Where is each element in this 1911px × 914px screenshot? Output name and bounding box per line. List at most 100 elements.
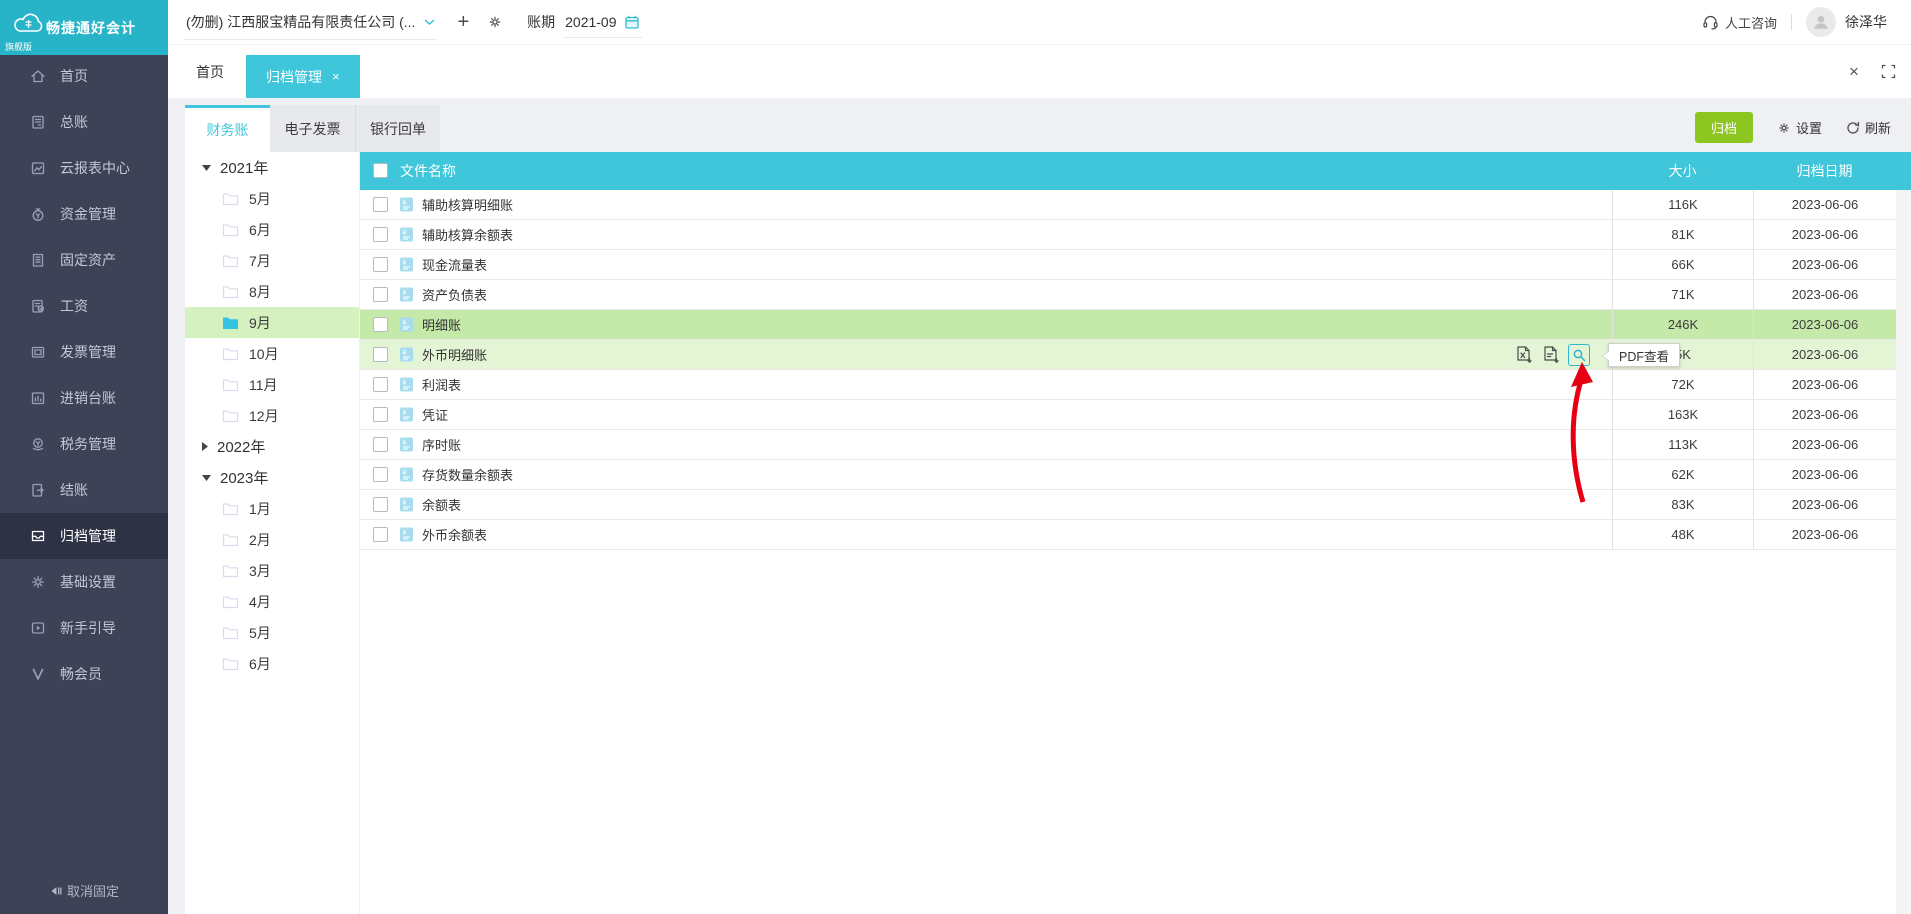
- table-row[interactable]: ¥ 现金流量表 66K 2023-06-06: [360, 250, 1911, 280]
- row-checkbox[interactable]: [373, 377, 388, 392]
- select-all-checkbox[interactable]: [373, 163, 388, 178]
- archive-button[interactable]: 归档: [1694, 112, 1753, 143]
- sidebar-item-invoice[interactable]: 发票管理: [0, 329, 168, 375]
- folder-icon: [222, 378, 239, 391]
- period-picker[interactable]: 2021-09: [563, 14, 642, 38]
- avatar[interactable]: [1806, 7, 1836, 37]
- table-row[interactable]: ¥ 辅助核算余额表 81K 2023-06-06: [360, 220, 1911, 250]
- row-checkbox[interactable]: [373, 317, 388, 332]
- company-selector[interactable]: (勿删) 江西服宝精品有限责任公司 (...: [183, 12, 438, 40]
- account-settings-button[interactable]: [487, 14, 503, 30]
- folder-icon: [222, 409, 239, 422]
- row-checkbox[interactable]: [373, 407, 388, 422]
- tree-year-2023[interactable]: 2023年: [185, 462, 359, 493]
- sidebar-item-general-ledger[interactable]: 总账: [0, 99, 168, 145]
- file-name: 辅助核算余额表: [422, 228, 514, 243]
- archive-date: 2023-06-06: [1753, 520, 1896, 549]
- sidebar-item-cloud-reports[interactable]: 云报表中心: [0, 145, 168, 191]
- sidebar-item-archive[interactable]: 归档管理: [0, 513, 168, 559]
- table-row[interactable]: ¥ 凭证 163K 2023-06-06: [360, 400, 1911, 430]
- folder-icon: [222, 657, 239, 670]
- archive-file-table: 文件名称 大小 归档日期 ¥ 辅助核算明细账 116K 2023-06-06 ¥…: [360, 152, 1911, 914]
- table-row[interactable]: ¥ 存货数量余额表 62K 2023-06-06: [360, 460, 1911, 490]
- pdf-preview-button[interactable]: [1568, 344, 1590, 366]
- support-button[interactable]: 人工咨询: [1702, 13, 1777, 32]
- sidebar-item-guide[interactable]: 新手引导: [0, 605, 168, 651]
- subtab-bank-receipts[interactable]: 银行回单: [355, 105, 440, 152]
- sidebar-item-funds[interactable]: 资金管理: [0, 191, 168, 237]
- tree-month[interactable]: 3月: [185, 555, 359, 586]
- row-checkbox[interactable]: [373, 347, 388, 362]
- archive-management-page: 财务账 电子发票 银行回单 归档 设置 刷新 2021年 5月: [168, 98, 1911, 914]
- file-name: 存货数量余额表: [422, 468, 514, 483]
- close-all-tabs-button[interactable]: ×: [1849, 61, 1859, 81]
- subtab-e-invoices[interactable]: 电子发票: [270, 105, 355, 152]
- period-tree: 2021年 5月 6月 7月 8月 9月: [185, 152, 360, 914]
- tree-month[interactable]: 1月: [185, 493, 359, 524]
- row-checkbox[interactable]: [373, 497, 388, 512]
- file-size: 71K: [1612, 280, 1753, 309]
- table-row[interactable]: ¥ 辅助核算明细账 116K 2023-06-06: [360, 190, 1911, 220]
- file-size: 113K: [1612, 430, 1753, 459]
- tree-month[interactable]: 5月: [185, 183, 359, 214]
- sidebar-item-home[interactable]: 首页: [0, 53, 168, 99]
- tree-month[interactable]: 5月: [185, 617, 359, 648]
- table-row-selected[interactable]: ¥ 明细账 246K 2023-06-06: [360, 310, 1911, 340]
- svg-text:¥: ¥: [403, 470, 407, 477]
- sidebar-item-tax[interactable]: 税务管理: [0, 421, 168, 467]
- tree-year-2021[interactable]: 2021年: [185, 152, 359, 183]
- tree-month[interactable]: 6月: [185, 214, 359, 245]
- export-pdf-button[interactable]: [1541, 345, 1560, 365]
- file-size: 81K: [1612, 220, 1753, 249]
- sidebar-item-settings[interactable]: 基础设置: [0, 559, 168, 605]
- settings-button[interactable]: 设置: [1777, 118, 1822, 137]
- table-row[interactable]: ¥ 利润表 72K 2023-06-06: [360, 370, 1911, 400]
- tree-month[interactable]: 6月: [185, 648, 359, 679]
- file-icon: ¥: [398, 436, 415, 453]
- close-tab-icon[interactable]: ×: [332, 69, 340, 84]
- row-checkbox[interactable]: [373, 437, 388, 452]
- row-checkbox[interactable]: [373, 467, 388, 482]
- sidebar-item-fixed-assets[interactable]: 固定资产: [0, 237, 168, 283]
- row-checkbox[interactable]: [373, 197, 388, 212]
- username[interactable]: 徐泽华: [1845, 14, 1887, 30]
- tree-month[interactable]: 2月: [185, 524, 359, 555]
- row-checkbox[interactable]: [373, 257, 388, 272]
- tab-home[interactable]: 首页: [196, 63, 224, 80]
- tree-month[interactable]: 10月: [185, 338, 359, 369]
- unpin-sidebar-button[interactable]: 取消固定: [0, 881, 168, 900]
- export-excel-button[interactable]: [1514, 345, 1533, 365]
- tree-month[interactable]: 12月: [185, 400, 359, 431]
- table-row[interactable]: ¥ 余额表 83K 2023-06-06: [360, 490, 1911, 520]
- folder-icon: [222, 502, 239, 515]
- refresh-button[interactable]: 刷新: [1846, 118, 1891, 137]
- tree-month[interactable]: 8月: [185, 276, 359, 307]
- fullscreen-icon: [1881, 64, 1895, 79]
- table-row-hovered[interactable]: ¥ 外币明细账 PDF查看 5K 2023-06-06: [360, 340, 1911, 370]
- tab-archive-management[interactable]: 归档管理 ×: [246, 55, 360, 98]
- sidebar-item-closing[interactable]: 结账: [0, 467, 168, 513]
- fullscreen-button[interactable]: [1873, 57, 1903, 87]
- row-checkbox[interactable]: [373, 527, 388, 542]
- tree-month[interactable]: 7月: [185, 245, 359, 276]
- row-checkbox[interactable]: [373, 287, 388, 302]
- person-icon: [1814, 15, 1828, 29]
- sidebar-item-member[interactable]: 畅会员: [0, 651, 168, 697]
- tree-month-selected[interactable]: 9月: [185, 307, 359, 338]
- tree-month[interactable]: 11月: [185, 369, 359, 400]
- add-account-button[interactable]: +: [457, 11, 470, 33]
- sidebar-item-purchase-sales[interactable]: 进销台账: [0, 375, 168, 421]
- subtab-financial-books[interactable]: 财务账: [185, 105, 270, 152]
- closing-book-icon: [32, 483, 44, 497]
- tree-month[interactable]: 4月: [185, 586, 359, 617]
- row-checkbox[interactable]: [373, 227, 388, 242]
- tree-year-2022[interactable]: 2022年: [185, 431, 359, 462]
- table-row[interactable]: ¥ 外币余额表 48K 2023-06-06: [360, 520, 1911, 550]
- row-actions: [1514, 344, 1590, 366]
- tax-icon: [32, 438, 44, 451]
- table-row[interactable]: ¥ 资产负债表 71K 2023-06-06: [360, 280, 1911, 310]
- table-row[interactable]: ¥ 序时账 113K 2023-06-06: [360, 430, 1911, 460]
- sidebar-item-payroll[interactable]: 工资: [0, 283, 168, 329]
- pdf-download-icon: [1544, 346, 1559, 363]
- archive-date: 2023-06-06: [1753, 400, 1896, 429]
